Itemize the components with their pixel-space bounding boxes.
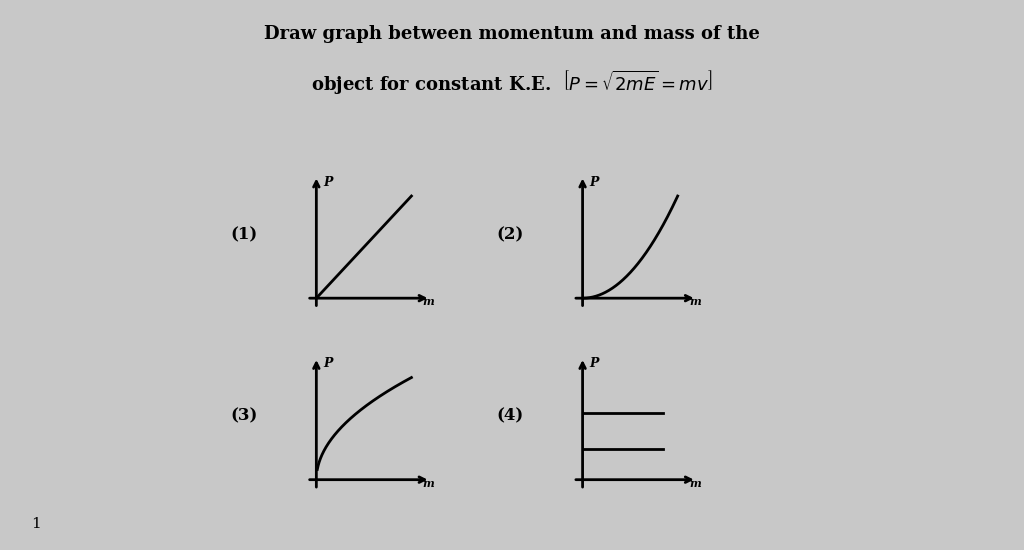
Text: (2): (2) [497, 226, 524, 243]
Text: m: m [423, 478, 434, 489]
Text: Draw graph between momentum and mass of the: Draw graph between momentum and mass of … [264, 25, 760, 43]
Text: (3): (3) [230, 408, 258, 425]
Text: (4): (4) [497, 408, 524, 425]
Text: m: m [689, 296, 700, 307]
Text: object for constant K.E.  $\left[P=\sqrt{2mE}=mv\right]$: object for constant K.E. $\left[P=\sqrt{… [311, 69, 713, 97]
Text: P: P [589, 357, 599, 370]
Text: (1): (1) [230, 226, 258, 243]
Text: P: P [589, 175, 599, 189]
Text: 1: 1 [31, 517, 41, 531]
Text: P: P [323, 357, 333, 370]
Text: P: P [323, 175, 333, 189]
Text: m: m [423, 296, 434, 307]
Text: m: m [689, 478, 700, 489]
